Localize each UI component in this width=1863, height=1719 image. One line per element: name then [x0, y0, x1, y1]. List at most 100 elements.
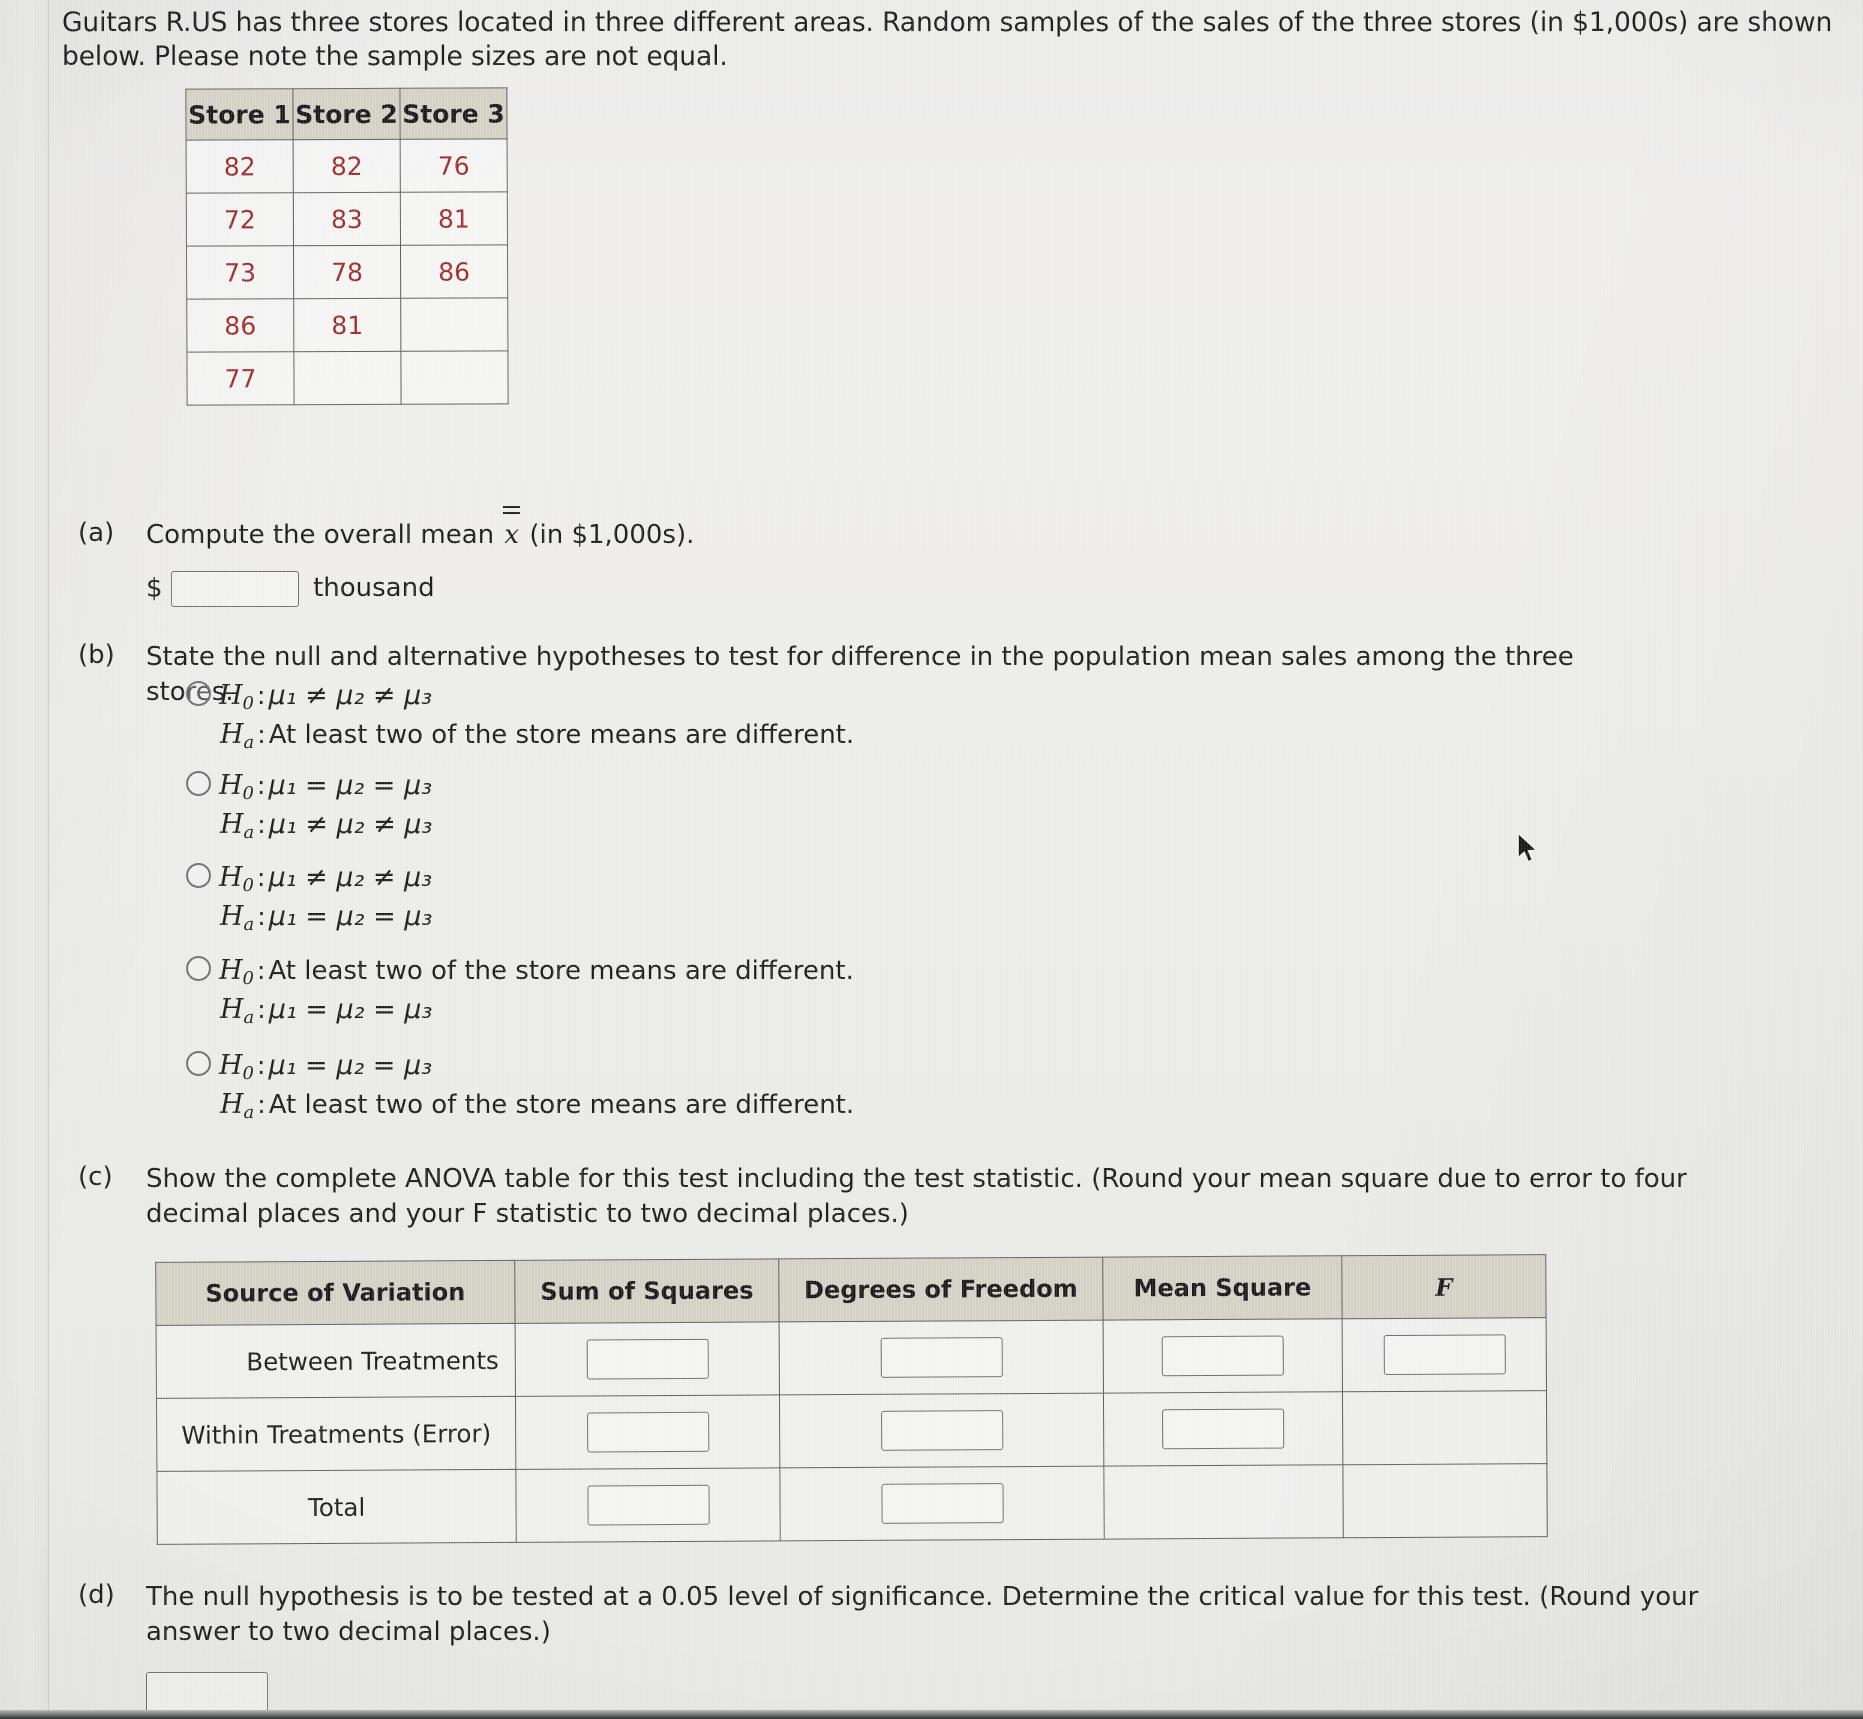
colon: : [257, 956, 266, 985]
ss-total-input[interactable] [586, 1484, 710, 1526]
part-c-prompt: Show the complete ANOVA table for this t… [146, 1164, 1687, 1229]
thousand-unit-label: thousand [313, 573, 435, 604]
option-1-alt-line: Ha: At least two of the store means are d… [220, 719, 854, 753]
part-d: (d) The null hypothesis is to be tested … [78, 1580, 1778, 1718]
anova-header-mean-square: Mean Square [1102, 1255, 1343, 1321]
part-d-prompt: The null hypothesis is to be tested at a… [146, 1582, 1699, 1647]
table-row: 82 82 76 [186, 138, 508, 194]
ss-within-input[interactable] [586, 1411, 709, 1453]
option-3-alt-sub: a [243, 914, 255, 935]
option-2-null-line: H0: μ₁ = μ₂ = μ₃ [186, 770, 432, 804]
store-table-cell: 77 [186, 351, 295, 406]
option-3-null-line: H0: μ₁ ≠ μ₂ ≠ μ₃ [186, 862, 432, 896]
anova-cell-df-within [779, 1393, 1104, 1468]
store-table-cell: 73 [186, 245, 294, 300]
anova-source-total: Total [156, 1469, 517, 1545]
table-row: 86 81 [186, 297, 508, 353]
part-a-label: (a) [78, 518, 115, 548]
part-d-label: (d) [78, 1580, 115, 1610]
store-table-header-1: Store 1 [185, 88, 294, 141]
dollar-sign: $ [146, 573, 163, 604]
anova-cell-ms-total-empty [1103, 1464, 1344, 1540]
radio-button-icon[interactable] [186, 1051, 211, 1076]
part-d-answer-row [146, 1671, 1778, 1718]
part-a-prompt-post: (in $1,000s). [521, 520, 695, 550]
anova-table: Source of Variation Sum of Squares Degre… [155, 1254, 1548, 1545]
store-data-table: Store 1 Store 2 Store 3 82 82 76 72 83 8… [185, 87, 509, 406]
table-row: Within Treatments (Error) [156, 1390, 1547, 1472]
option-4-alt-sub: a [243, 1007, 255, 1028]
hypothesis-option-3[interactable]: H0: μ₁ ≠ μ₂ ≠ μ₃ Ha: μ₁ = μ₂ = μ₃ [186, 862, 432, 935]
option-2-alt-line: Ha: μ₁ ≠ μ₂ ≠ μ₃ [220, 809, 432, 843]
ms-within-input[interactable] [1162, 1408, 1285, 1450]
option-1-null-prefix: H [219, 680, 243, 711]
df-within-input[interactable] [880, 1410, 1003, 1451]
overall-mean-symbol: x [502, 506, 521, 553]
option-2-alt-body: μ₁ ≠ μ₂ ≠ μ₃ [268, 809, 433, 840]
anova-source-between-treatments: Between Treatments [156, 1323, 516, 1399]
part-c-label: (c) [78, 1162, 113, 1192]
hypothesis-option-5[interactable]: H0: μ₁ = μ₂ = μ₃ Ha: At least two of the s… [186, 1050, 854, 1123]
hypothesis-option-2[interactable]: H0: μ₁ = μ₂ = μ₃ Ha: μ₁ ≠ μ₂ ≠ μ₃ [186, 770, 432, 843]
overall-mean-input[interactable] [170, 570, 299, 607]
option-1-alt-sub: a [243, 732, 255, 753]
anova-cell-f-within-empty [1342, 1390, 1547, 1465]
radio-button-icon[interactable] [186, 956, 211, 981]
store-table-cell-empty [400, 350, 509, 405]
critical-value-input[interactable] [146, 1671, 268, 1718]
option-4-alt-body: μ₁ = μ₂ = μ₃ [268, 994, 433, 1025]
option-5-alt-line: Ha: At least two of the store means are d… [220, 1089, 854, 1123]
part-a-prompt-pre: Compute the overall mean [146, 520, 503, 550]
radio-button-icon[interactable] [186, 681, 211, 706]
store-table-cell: 81 [400, 191, 508, 246]
colon: : [257, 681, 266, 710]
hypothesis-option-4[interactable]: H0: At least two of the store means are d… [186, 955, 854, 1028]
store-table-cell: 78 [293, 245, 401, 299]
colon: : [257, 810, 266, 839]
option-2-null-prefix: H [219, 770, 243, 801]
store-table-cell: 86 [400, 244, 508, 299]
option-5-alt-prefix: H [220, 1089, 244, 1120]
anova-cell-ss-total [515, 1467, 781, 1543]
option-2-alt-prefix: H [220, 809, 244, 840]
intro-paragraph: Guitars R.US has three stores located in… [62, 7, 1833, 73]
anova-cell-df-between [779, 1320, 1104, 1395]
radio-button-icon[interactable] [186, 863, 211, 888]
hypothesis-option-1[interactable]: H0: μ₁ ≠ μ₂ ≠ μ₃ Ha: At least two of the s… [186, 680, 854, 753]
option-3-alt-body: μ₁ = μ₂ = μ₃ [268, 901, 433, 932]
option-2-null-sub: 0 [242, 783, 254, 804]
table-row: 72 83 81 [186, 191, 508, 247]
anova-cell-f-total-empty [1342, 1463, 1548, 1538]
part-b-label: (b) [78, 640, 115, 670]
option-5-alt-body: At least two of the store means are diff… [268, 1090, 855, 1120]
option-1-null-sub: 0 [242, 693, 254, 714]
ss-between-input[interactable] [586, 1338, 709, 1380]
colon: : [257, 720, 266, 749]
anova-cell-df-total [779, 1466, 1105, 1541]
option-3-null-body: μ₁ ≠ μ₂ ≠ μ₃ [268, 862, 433, 893]
df-total-input[interactable] [880, 1483, 1004, 1524]
store-table-cell: 82 [293, 139, 401, 193]
df-between-input[interactable] [880, 1337, 1003, 1378]
store-table-header-2: Store 2 [292, 88, 401, 140]
store-table-cell-empty [400, 297, 508, 352]
colon: : [257, 902, 266, 931]
anova-cell-ss-between [515, 1321, 780, 1397]
page-left-margin-strip [0, 0, 49, 1719]
anova-header-source: Source of Variation [155, 1260, 516, 1326]
option-1-null-line: H0: μ₁ ≠ μ₂ ≠ μ₃ [186, 680, 854, 714]
colon: : [257, 863, 266, 892]
store-table-cell: 83 [293, 192, 401, 246]
colon: : [257, 995, 266, 1024]
ms-between-input[interactable] [1161, 1335, 1284, 1377]
f-statistic-input[interactable] [1383, 1334, 1506, 1376]
table-row: 73 78 86 [186, 244, 508, 300]
store-table-cell: 76 [400, 138, 508, 193]
store-table-header-row: Store 1 Store 2 Store 3 [185, 87, 508, 141]
store-table-cell: 81 [293, 298, 401, 352]
option-2-alt-sub: a [243, 822, 255, 843]
anova-cell-ms-between [1103, 1318, 1343, 1394]
radio-button-icon[interactable] [186, 771, 211, 796]
colon: : [257, 1090, 266, 1119]
